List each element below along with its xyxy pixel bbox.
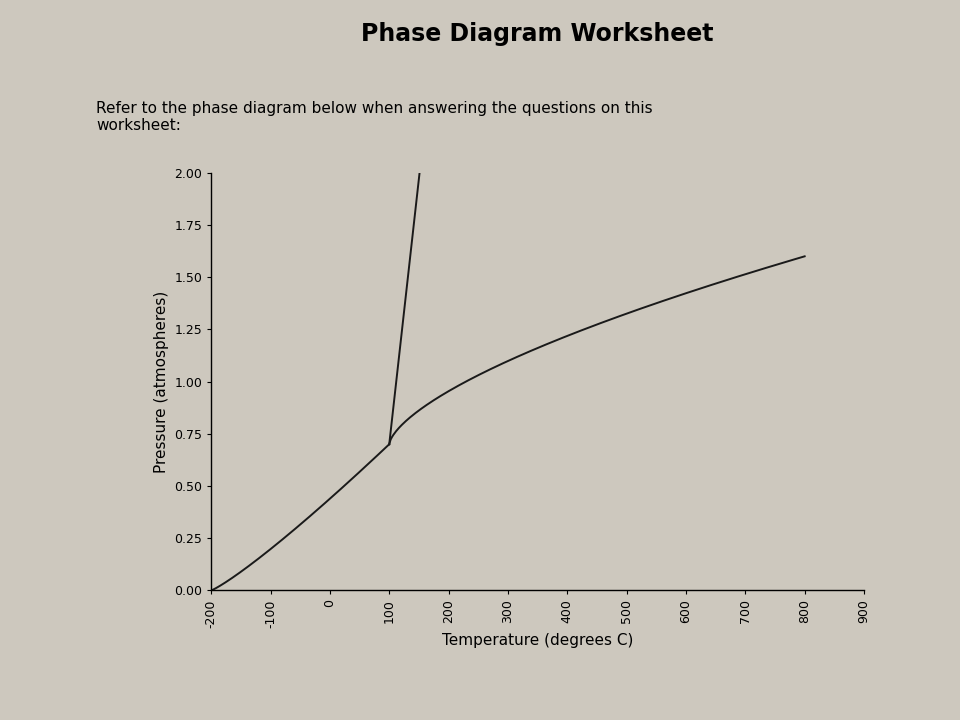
Y-axis label: Pressure (atmospheres): Pressure (atmospheres): [154, 290, 169, 473]
Text: Refer to the phase diagram below when answering the questions on this
worksheet:: Refer to the phase diagram below when an…: [96, 101, 653, 133]
X-axis label: Temperature (degrees C): Temperature (degrees C): [442, 634, 634, 648]
Text: Phase Diagram Worksheet: Phase Diagram Worksheet: [361, 22, 714, 45]
